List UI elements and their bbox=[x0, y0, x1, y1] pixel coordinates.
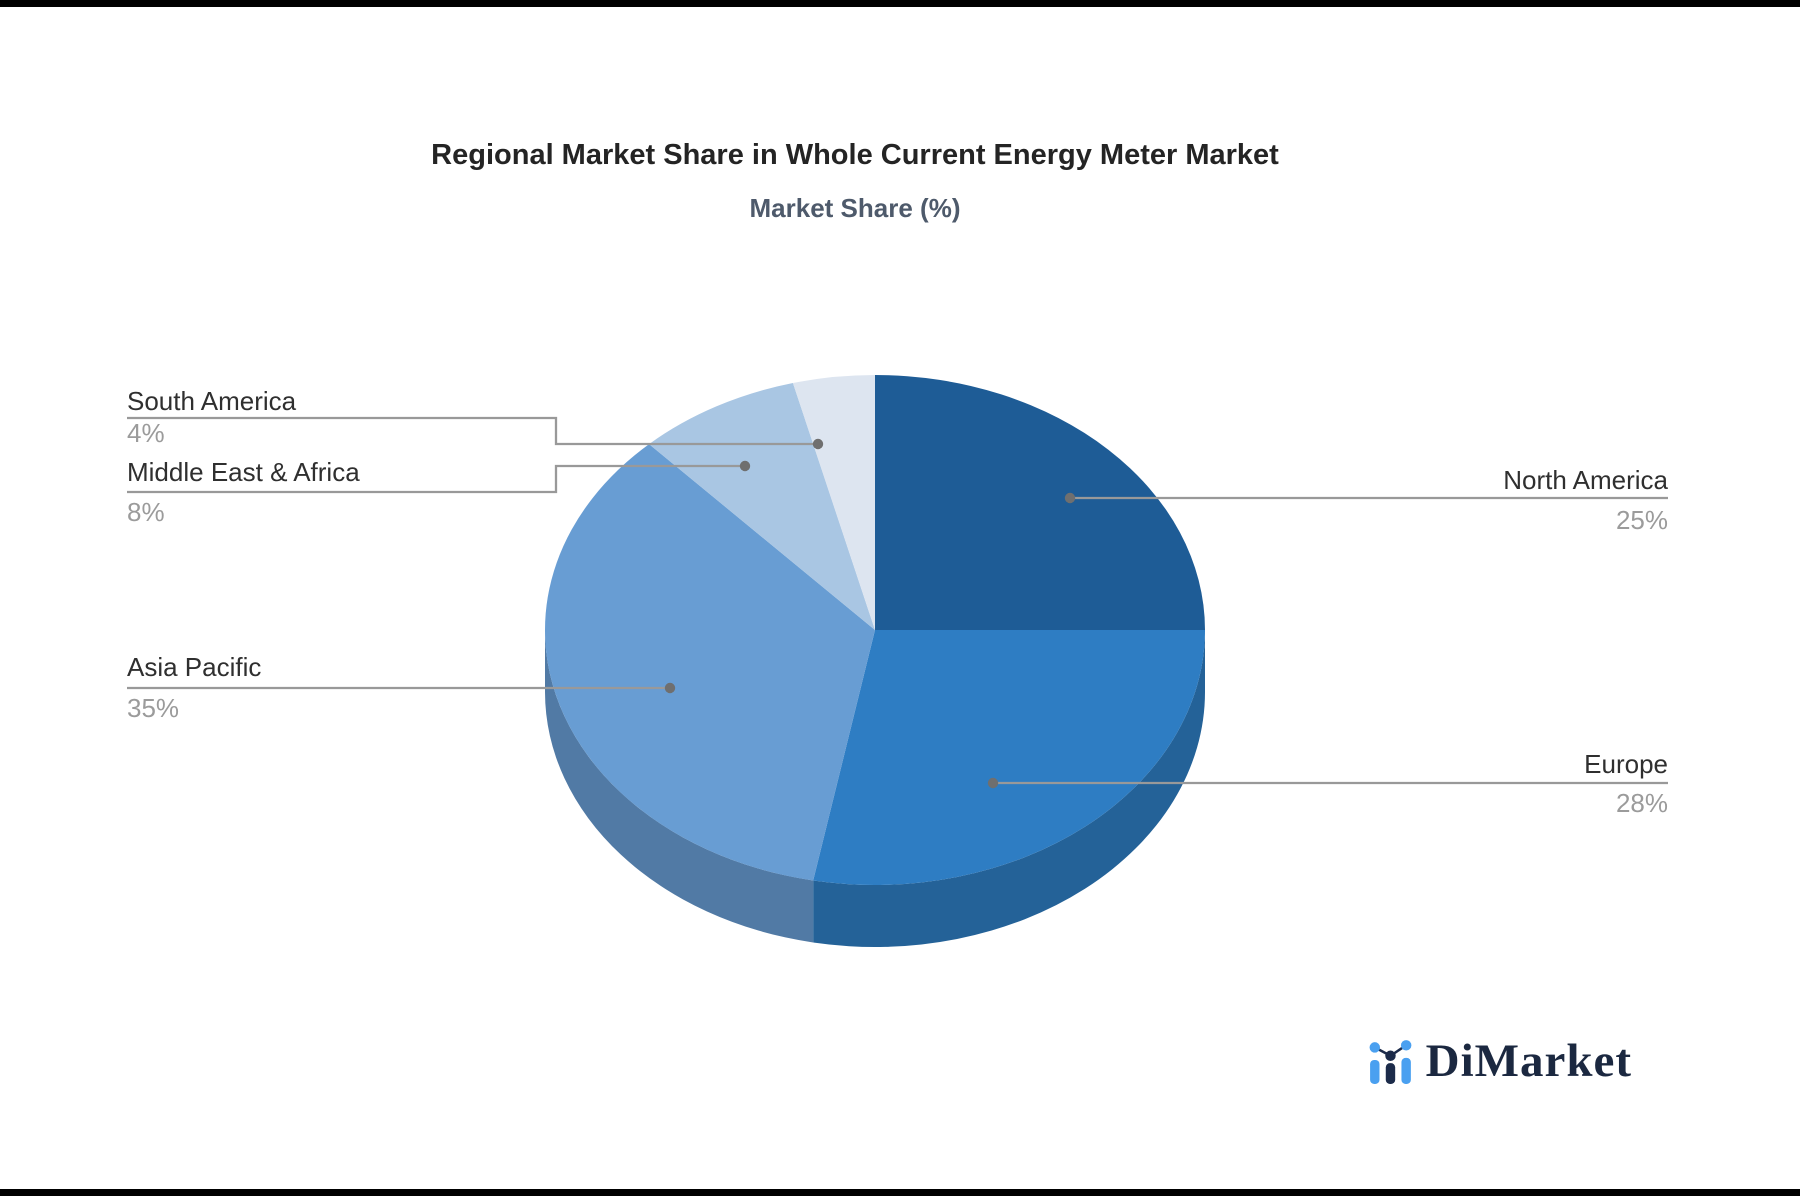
value-europe: 28% bbox=[1615, 788, 1668, 818]
bar-line-chart-icon bbox=[1369, 1040, 1412, 1084]
pie-side-europe bbox=[813, 630, 1205, 948]
value-south-america: 4% bbox=[127, 418, 165, 448]
chart-title: Regional Market Share in Whole Current E… bbox=[431, 139, 1279, 171]
callout-line-middle-east-africa bbox=[127, 464, 745, 494]
value-north-america: 25% bbox=[1615, 505, 1668, 535]
pie-slice-asia-pacific[interactable] bbox=[544, 444, 875, 881]
callout-dot-europe bbox=[987, 777, 999, 789]
label-asia-pacific: Asia Pacific bbox=[127, 652, 262, 682]
callout-dot-north-america bbox=[1064, 492, 1076, 504]
pie-slice-europe[interactable] bbox=[813, 630, 1205, 886]
label-middle-east-africa: Middle East & Africa bbox=[127, 457, 360, 487]
pie-side-asia-pacific bbox=[545, 630, 814, 943]
bottom-border bbox=[0, 1189, 1800, 1196]
top-border bbox=[0, 0, 1800, 7]
chart-subtitle: Market Share (%) bbox=[749, 193, 961, 223]
callout-dot-south-america bbox=[812, 438, 824, 450]
callout-dot-middle-east-africa bbox=[739, 460, 751, 472]
label-europe: Europe bbox=[1584, 749, 1668, 779]
pie-slice-south-america[interactable] bbox=[792, 375, 875, 630]
label-south-america: South America bbox=[127, 386, 297, 416]
value-asia-pacific: 35% bbox=[127, 693, 180, 723]
value-middle-east-africa: 8% bbox=[127, 497, 165, 527]
logo: DiMarket bbox=[1369, 1036, 1632, 1086]
pie-slice-north-america[interactable] bbox=[875, 375, 1205, 630]
callout-line-south-america bbox=[127, 416, 818, 446]
callout-dot-asia-pacific bbox=[664, 682, 676, 694]
label-north-america: North America bbox=[1503, 465, 1668, 495]
logo-text: DiMarket bbox=[1425, 1035, 1632, 1087]
